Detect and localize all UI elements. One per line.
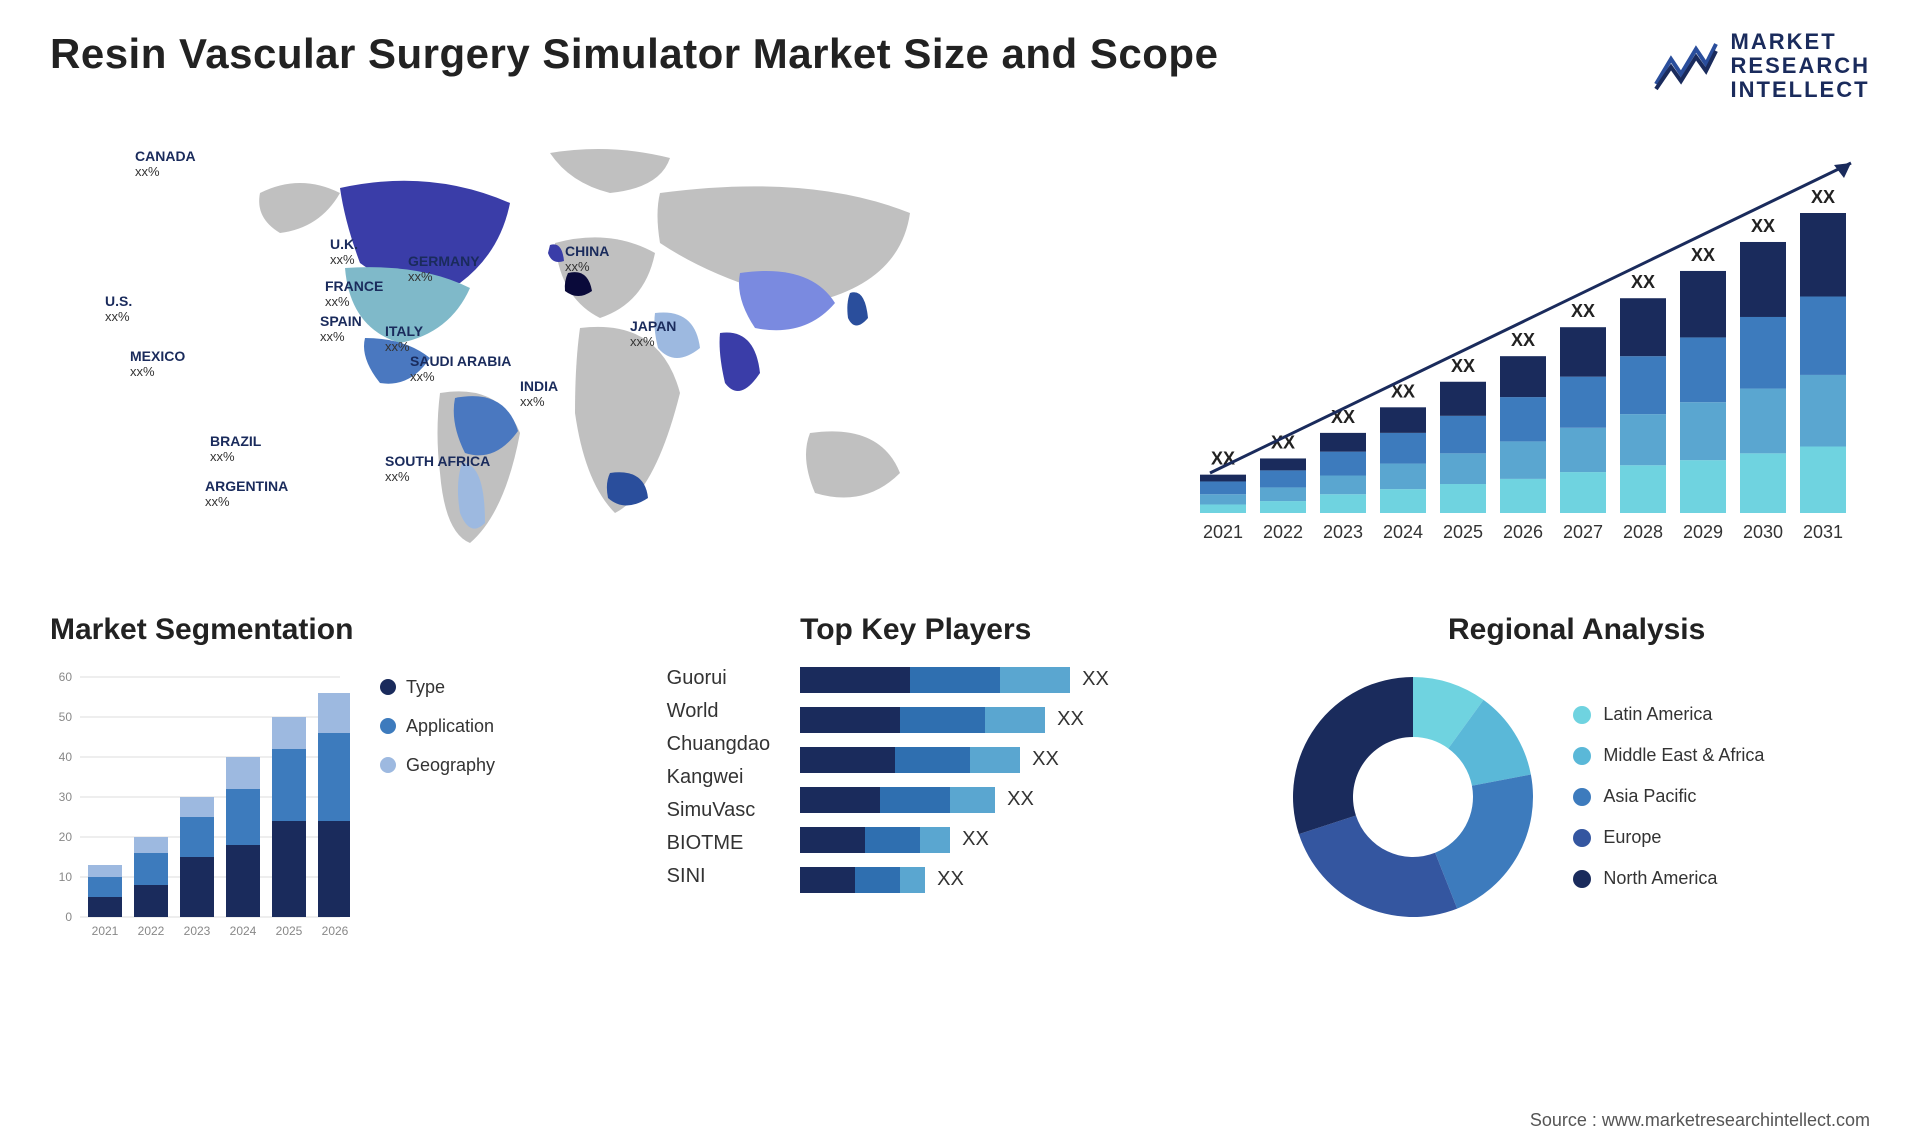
map-label-canada: CANADAxx% — [135, 148, 196, 180]
player-name-biotme: BIOTME — [667, 832, 770, 855]
player-name-kangwei: Kangwei — [667, 766, 770, 789]
player-bar-2: XX — [800, 747, 1253, 773]
player-name-guorui: Guorui — [667, 667, 770, 690]
regional-donut — [1283, 667, 1543, 927]
map-label-france: FRANCExx% — [325, 278, 383, 310]
segmentation-legend: Type Application Geography — [380, 677, 495, 776]
map-label-italy: ITALYxx% — [385, 323, 423, 355]
map-label-spain: SPAINxx% — [320, 313, 362, 345]
logo-line2: RESEARCH — [1731, 54, 1870, 78]
map-label-u-s-: U.S.xx% — [105, 293, 132, 325]
logo-icon — [1651, 39, 1721, 94]
growth-chart: XX 2021 XX 2022 XX 2023 XX 2024 XX 2025 XX 2026 XX 20… — [1190, 133, 1870, 563]
svg-text:2027: 2027 — [1563, 522, 1603, 542]
svg-text:60: 60 — [59, 670, 73, 684]
svg-text:2028: 2028 — [1623, 522, 1663, 542]
svg-text:2021: 2021 — [92, 924, 119, 938]
players-bars: XX XX XX XX XX XX — [800, 667, 1253, 893]
region-middle-east-africa: Middle East & Africa — [1573, 745, 1764, 766]
world-map: CANADAxx% U.S.xx% MEXICOxx% BRAZILxx% ARGENT… — [50, 133, 1150, 563]
growth-svg: XX 2021 XX 2022 XX 2023 XX 2024 XX 2025 XX 2026 XX 20… — [1190, 133, 1870, 553]
player-bar-3: XX — [800, 787, 1253, 813]
svg-text:2023: 2023 — [1323, 522, 1363, 542]
brand-logo: MARKET RESEARCH INTELLECT — [1651, 30, 1870, 103]
svg-text:10: 10 — [59, 870, 73, 884]
svg-text:2030: 2030 — [1743, 522, 1783, 542]
segmentation-chart: 0 10 20 30 40 50 60 2021 2022 2023 2024 2025 2026 — [50, 667, 350, 947]
player-bar-4: XX — [800, 827, 1253, 853]
region-asia-pacific: Asia Pacific — [1573, 786, 1764, 807]
map-label-u-k-: U.K.xx% — [330, 236, 358, 268]
map-label-india: INDIAxx% — [520, 378, 558, 410]
svg-text:2026: 2026 — [1503, 522, 1543, 542]
svg-text:2022: 2022 — [1263, 522, 1303, 542]
map-label-brazil: BRAZILxx% — [210, 433, 261, 465]
region-north-america: North America — [1573, 868, 1764, 889]
svg-text:XX: XX — [1451, 355, 1475, 375]
svg-text:2023: 2023 — [184, 924, 211, 938]
map-label-south-africa: SOUTH AFRICAxx% — [385, 453, 490, 485]
players-title: Top Key Players — [800, 613, 1253, 647]
svg-text:2024: 2024 — [1383, 522, 1423, 542]
page-title: Resin Vascular Surgery Simulator Market … — [50, 30, 1218, 78]
logo-line1: MARKET — [1731, 30, 1870, 54]
seg-legend-application: Application — [380, 716, 495, 737]
source-attribution: Source : www.marketresearchintellect.com — [1530, 1110, 1870, 1131]
map-label-china: CHINAxx% — [565, 243, 609, 275]
player-name-chuangdao: Chuangdao — [667, 733, 770, 756]
map-label-japan: JAPANxx% — [630, 318, 676, 350]
map-label-mexico: MEXICOxx% — [130, 348, 185, 380]
svg-text:XX: XX — [1751, 216, 1775, 236]
map-label-argentina: ARGENTINAxx% — [205, 478, 288, 510]
player-bar-5: XX — [800, 867, 1253, 893]
svg-text:2021: 2021 — [1203, 522, 1243, 542]
svg-text:XX: XX — [1631, 272, 1655, 292]
svg-text:2031: 2031 — [1803, 522, 1843, 542]
players-name-list: Guorui World Chuangdao Kangwei SimuVasc BIOTM… — [667, 667, 770, 888]
player-bar-0: XX — [800, 667, 1253, 693]
player-bar-1: XX — [800, 707, 1253, 733]
svg-text:XX: XX — [1811, 187, 1835, 207]
region-europe: Europe — [1573, 827, 1764, 848]
svg-text:0: 0 — [65, 910, 72, 924]
svg-text:2029: 2029 — [1683, 522, 1723, 542]
player-name-sini: SINI — [667, 865, 770, 888]
svg-text:2026: 2026 — [322, 924, 349, 938]
player-name-world: World — [667, 700, 770, 723]
svg-text:2025: 2025 — [1443, 522, 1483, 542]
logo-line3: INTELLECT — [1731, 78, 1870, 102]
segmentation-title: Market Segmentation — [50, 613, 637, 647]
regional-title: Regional Analysis — [1283, 613, 1870, 647]
map-label-germany: GERMANYxx% — [408, 253, 480, 285]
svg-text:XX: XX — [1571, 301, 1595, 321]
svg-text:XX: XX — [1691, 245, 1715, 265]
svg-text:50: 50 — [59, 710, 73, 724]
svg-text:30: 30 — [59, 790, 73, 804]
player-name-simuvasc: SimuVasc — [667, 799, 770, 822]
svg-text:XX: XX — [1511, 330, 1535, 350]
svg-text:2025: 2025 — [276, 924, 303, 938]
seg-legend-type: Type — [380, 677, 495, 698]
regional-legend: Latin America Middle East & Africa Asia Pa… — [1573, 704, 1764, 889]
svg-text:40: 40 — [59, 750, 73, 764]
region-latin-america: Latin America — [1573, 704, 1764, 725]
svg-text:2022: 2022 — [138, 924, 165, 938]
svg-text:20: 20 — [59, 830, 73, 844]
svg-text:2024: 2024 — [230, 924, 257, 938]
seg-legend-geography: Geography — [380, 755, 495, 776]
map-label-saudi-arabia: SAUDI ARABIAxx% — [410, 353, 511, 385]
